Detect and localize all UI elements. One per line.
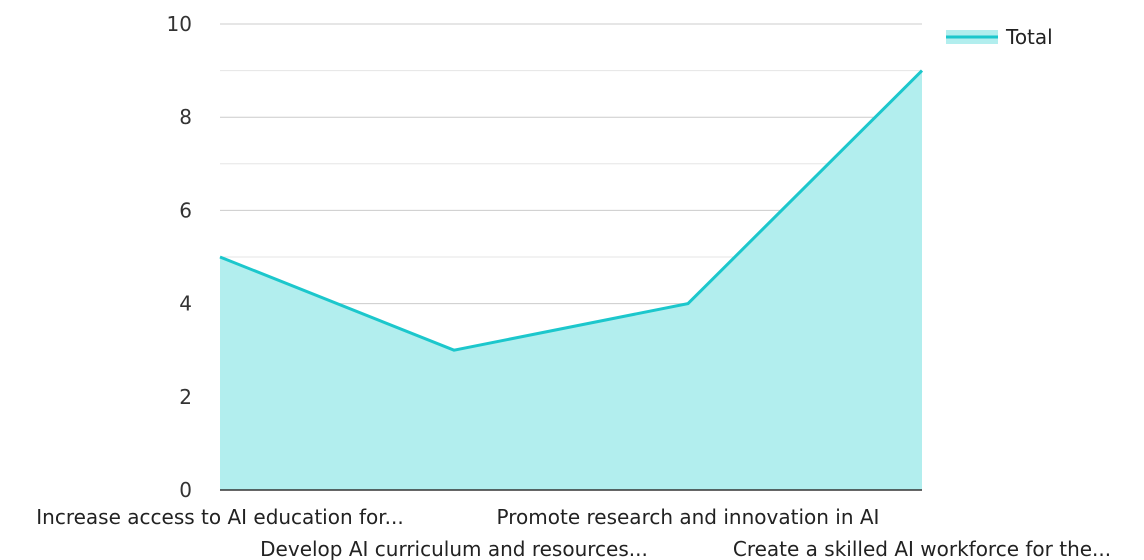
x-category-label: Promote research and innovation in AI xyxy=(497,505,880,529)
legend-label-total: Total xyxy=(1005,25,1053,49)
legend: Total xyxy=(946,25,1053,49)
y-tick-label: 6 xyxy=(179,198,192,222)
x-axis-category-labels: Increase access to AI education for... De… xyxy=(36,505,1111,560)
x-category-label: Create a skilled AI workforce for the... xyxy=(733,537,1111,560)
x-category-label: Increase access to AI education for... xyxy=(36,505,403,529)
y-tick-label: 10 xyxy=(167,12,192,36)
x-category-label: Develop AI curriculum and resources... xyxy=(260,537,648,560)
y-tick-label: 0 xyxy=(179,478,192,502)
y-axis-tick-labels: 0 2 4 6 8 10 xyxy=(167,12,192,502)
y-tick-label: 8 xyxy=(179,105,192,129)
area-fill-total xyxy=(220,71,922,490)
y-tick-label: 4 xyxy=(179,292,192,316)
area-layer xyxy=(220,71,922,490)
y-tick-label: 2 xyxy=(179,385,192,409)
